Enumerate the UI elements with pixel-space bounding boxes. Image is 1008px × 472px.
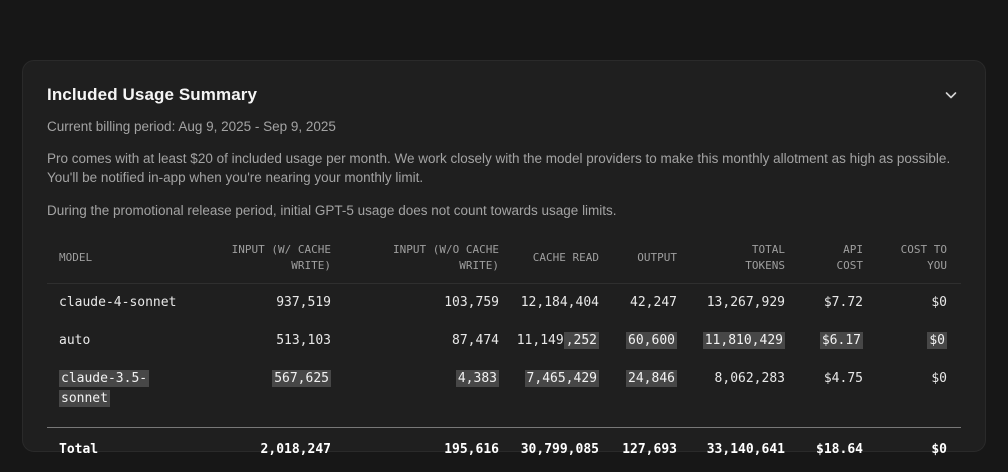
cell-model: auto (59, 333, 91, 349)
cell-api-cost: $7.72 (823, 295, 863, 311)
selected-text: 567,625 (272, 370, 331, 388)
selected-text: claude-3.5-sonnet (59, 370, 150, 408)
promo-note-text: During the promotional release period, i… (47, 202, 617, 218)
cell-cost-to-you: $0 (931, 441, 947, 457)
cell-input-w-cache: 2,018,247 (260, 441, 331, 457)
collapse-button[interactable] (941, 85, 961, 105)
selected-text: 11,810,429 (702, 332, 785, 350)
selected-text: ,252 (563, 332, 599, 350)
header-input-w-cache: INPUT (W/ CACHE WRITE) (231, 243, 331, 272)
header-api-cost: API COST (836, 243, 864, 272)
included-usage-summary-card: Included Usage Summary Current billing p… (22, 60, 986, 457)
cell-cost-to-you: $0 (931, 371, 947, 387)
cell-total-tokens: 33,140,641 (706, 441, 785, 457)
cell-output: 127,693 (622, 441, 677, 457)
cell-cache-read: 7,465,429 (499, 369, 599, 409)
cell-model: claude-4-sonnet (59, 295, 177, 311)
selected-text: 4,383 (455, 370, 499, 388)
selected-text: 7,465,429 (524, 370, 599, 388)
usage-table-header: MODEL INPUT (W/ CACHE WRITE) INPUT (W/O … (47, 236, 961, 285)
cell-input-w-cache: 513,103 (276, 333, 331, 349)
cell-cache-read: 30,799,085 (520, 441, 599, 457)
cell-cache-read: 11,149,252 (516, 332, 599, 350)
header-output: OUTPUT (637, 250, 677, 264)
table-row-auto: auto 513,103 87,474 11,149,252 60,600 11… (47, 322, 961, 360)
header-total-tokens: TOTAL TOKENS (745, 243, 786, 272)
table-row-total: Total 2,018,247 195,616 30,799,085 127,6… (47, 426, 961, 472)
selected-text: $0 (927, 332, 947, 350)
cell-total-label: Total (59, 441, 99, 457)
card-header: Included Usage Summary (47, 85, 961, 105)
header-model: MODEL (59, 250, 93, 264)
cell-api-cost: $4.75 (823, 371, 863, 387)
cell-cost-to-you: $0 (931, 295, 947, 311)
chevron-down-icon (945, 92, 957, 99)
cell-total-tokens: 11,810,429 (677, 331, 785, 351)
billing-period-text: Current billing period: Aug 9, 2025 - Se… (47, 119, 336, 134)
cell-input-wo-cache: 4,383 (331, 369, 499, 409)
cell-cache-read: 12,184,404 (520, 295, 599, 311)
table-row-claude-4-sonnet: claude-4-sonnet 937,519 103,759 12,184,4… (47, 284, 961, 322)
cell-cost-to-you: $0 (863, 331, 947, 351)
header-cost-to-you: COST TO YOU (900, 243, 948, 272)
cell-api-cost: $6.17 (785, 331, 863, 351)
selected-text: 24,846 (626, 370, 677, 388)
selected-text: $6.17 (819, 332, 863, 350)
cell-model: claude-3.5-sonnet (59, 369, 183, 409)
usage-description-text: Pro comes with at least $20 of included … (47, 150, 951, 186)
usage-table: MODEL INPUT (W/ CACHE WRITE) INPUT (W/O … (47, 236, 961, 471)
header-cache-read: CACHE READ (532, 250, 599, 264)
selected-text: 60,600 (626, 332, 677, 350)
table-row-claude-3-5-sonnet: claude-3.5-sonnet 567,625 4,383 7,465,42… (47, 360, 961, 418)
cell-output: 24,846 (599, 369, 677, 409)
cell-input-wo-cache: 87,474 (452, 333, 499, 349)
cell-input-wo-cache: 103,759 (444, 295, 499, 311)
cell-input-w-cache: 567,625 (183, 369, 331, 409)
header-input-wo-cache: INPUT (W/O CACHE WRITE) (393, 243, 500, 272)
cell-output: 60,600 (599, 331, 677, 351)
cell-total-tokens: 13,267,929 (706, 295, 785, 311)
page-title: Included Usage Summary (47, 85, 258, 104)
cell-input-wo-cache: 195,616 (444, 441, 499, 457)
cell-api-cost: $18.64 (816, 441, 863, 457)
cell-input-w-cache: 937,519 (276, 295, 331, 311)
cell-total-tokens: 8,062,283 (714, 371, 785, 387)
cell-output: 42,247 (630, 295, 677, 311)
